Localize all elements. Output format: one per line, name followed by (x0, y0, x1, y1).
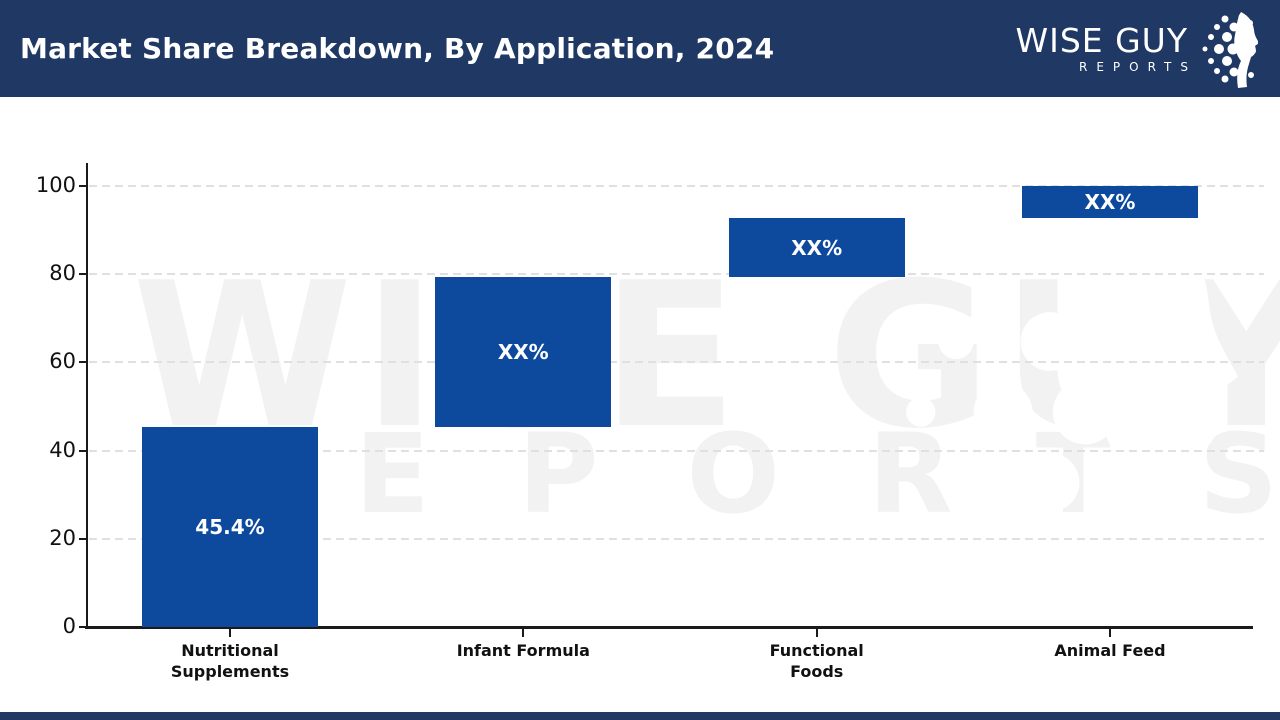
gridline-y60 (89, 361, 1264, 364)
chart-area: WISE GUY REPORTS 0 20 40 60 80 100 45.4% Nutrit… (0, 97, 1280, 712)
watermark-face-icon (906, 194, 1238, 642)
x-axis-tick-1 (522, 628, 525, 637)
x-axis-tick-2 (815, 628, 818, 637)
logo-wordmark: WISE GUY (1015, 21, 1188, 60)
x-axis-line (85, 626, 1253, 629)
bar-value-label: XX% (1084, 190, 1136, 215)
bar-infant-formula: XX% (435, 276, 612, 427)
bar-value-label: XX% (791, 235, 843, 260)
y-axis-label-80: 80 (49, 261, 76, 286)
header-bar: Market Share Breakdown, By Application, … (0, 0, 1280, 97)
chart-title: Market Share Breakdown, By Application, … (20, 32, 775, 65)
gridline-y20 (89, 537, 1264, 540)
gridline-y100 (89, 185, 1264, 187)
y-axis-label-100: 100 (35, 173, 76, 198)
y-axis-tick-0 (79, 626, 87, 628)
y-axis-line (86, 163, 88, 628)
x-axis-tick-3 (1109, 628, 1111, 637)
brand-logo-text: WISE GUY REPORTS (1015, 24, 1188, 73)
x-axis-label-0: Nutritional Supplements (170, 641, 290, 682)
bar-value-label: XX% (497, 339, 549, 364)
footer-bar (0, 712, 1280, 720)
bar-value-label: 45.4% (195, 514, 265, 539)
y-axis-tick-80 (79, 273, 87, 276)
gridline-y40 (89, 449, 1264, 452)
gridline-y80 (89, 273, 1264, 276)
y-axis-tick-100 (79, 185, 87, 187)
y-axis-tick-20 (79, 537, 87, 540)
y-axis-tick-40 (79, 449, 87, 452)
y-axis-label-0: 0 (62, 614, 76, 639)
y-axis-tick-60 (79, 361, 87, 364)
bar-nutritional-supplements: 45.4% (142, 426, 318, 627)
x-axis-label-1: Infant Formula (456, 641, 590, 660)
x-axis-tick-0 (229, 628, 231, 637)
bar-animal-feed: XX% (1022, 186, 1198, 219)
logo-reports-text: REPORTS (1078, 60, 1197, 74)
y-axis-label-60: 60 (49, 349, 76, 374)
y-axis-label-20: 20 (49, 525, 76, 550)
logo-face-icon (1202, 11, 1258, 88)
x-axis-label-2: Functional Foods (769, 641, 864, 682)
bar-functional-foods: XX% (728, 218, 905, 277)
x-axis-label-3: Animal Feed (1054, 641, 1166, 660)
y-axis-label-40: 40 (49, 437, 76, 462)
brand-logo: WISE GUY REPORTS (1015, 9, 1258, 89)
